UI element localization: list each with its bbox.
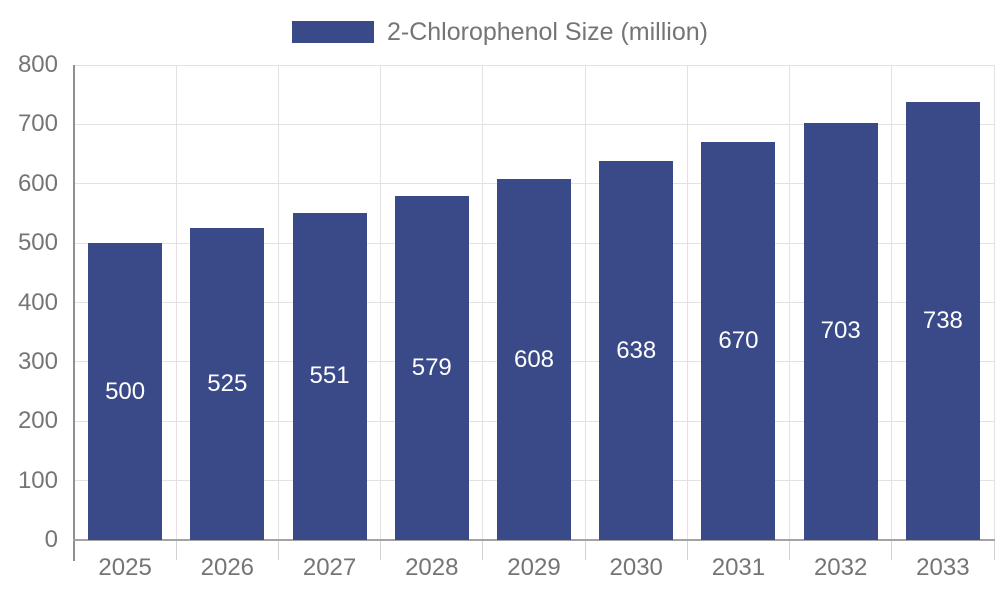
legend-label: 2-Chlorophenol Size (million) (387, 17, 708, 46)
x-axis-category-label: 2025 (98, 554, 152, 581)
legend[interactable]: 2-Chlorophenol Size (million) (0, 16, 1000, 48)
y-axis-tick-label: 800 (17, 51, 58, 78)
x-axis-tick (789, 541, 791, 560)
x-axis-category-label: 2027 (302, 554, 357, 581)
bar[interactable]: 525 (190, 228, 265, 540)
bar[interactable]: 579 (394, 196, 469, 540)
bar-value-label: 703 (820, 317, 861, 345)
x-axis-category-label: 2028 (405, 554, 459, 581)
bar[interactable]: 703 (803, 122, 878, 540)
x-axis-category-label: 2029 (507, 554, 561, 581)
gridline-vertical (686, 65, 688, 540)
gridline-horizontal (74, 123, 994, 125)
plot-area: 500 525 551 579 608 638 670 703 738 (73, 64, 995, 561)
x-axis-tick (993, 541, 995, 560)
y-axis-line (73, 65, 75, 561)
gridline-vertical (891, 65, 893, 540)
y-axis-tick-label: 300 (17, 347, 58, 375)
x-axis-tick (482, 541, 484, 560)
x-axis-tick (277, 541, 279, 560)
x-axis-tick (584, 541, 586, 560)
x-axis-tick (175, 541, 177, 560)
bar[interactable]: 738 (905, 101, 980, 540)
bar-value-label: 670 (718, 327, 759, 355)
gridline-vertical (993, 65, 995, 540)
x-axis-line (73, 539, 995, 541)
gridline-vertical (789, 65, 791, 540)
x-axis-category-label: 2026 (200, 554, 255, 581)
gridline-vertical (482, 65, 484, 540)
bar-value-label: 525 (207, 370, 248, 398)
gridline-vertical (175, 65, 177, 540)
gridline-vertical (277, 65, 279, 540)
bar-value-label: 638 (616, 336, 657, 364)
x-axis-category-label: 2032 (813, 554, 868, 581)
x-axis-category-label: 2033 (916, 554, 970, 581)
bar[interactable]: 670 (701, 142, 776, 540)
y-axis-tick-label: 400 (17, 288, 58, 316)
bar[interactable]: 500 (88, 243, 163, 540)
y-axis-tick-label: 600 (17, 169, 58, 197)
x-axis-category-label: 2031 (711, 554, 766, 581)
y-axis-tick-label: 0 (44, 526, 58, 553)
bar[interactable]: 638 (599, 161, 674, 540)
y-axis-tick-label: 500 (17, 229, 58, 257)
bar-value-label: 608 (513, 345, 555, 373)
bar-value-label: 551 (309, 362, 350, 390)
bar-value-label: 738 (922, 306, 963, 334)
x-axis-tick (891, 541, 893, 560)
legend-swatch (292, 21, 374, 43)
x-axis-category-label: 2030 (609, 554, 663, 581)
bar-value-label: 579 (411, 354, 452, 382)
gridline-vertical (380, 65, 382, 540)
y-axis-tick-label: 200 (17, 407, 58, 435)
y-axis-tick-label: 100 (17, 466, 58, 494)
x-axis-tick (380, 541, 382, 560)
gridline-horizontal (74, 64, 994, 66)
bar[interactable]: 551 (292, 212, 367, 540)
gridline-vertical (584, 65, 586, 540)
bar-value-label: 500 (105, 377, 146, 405)
y-axis-tick-label: 700 (17, 110, 58, 138)
bar[interactable]: 608 (497, 179, 571, 540)
x-axis-tick (686, 541, 688, 560)
